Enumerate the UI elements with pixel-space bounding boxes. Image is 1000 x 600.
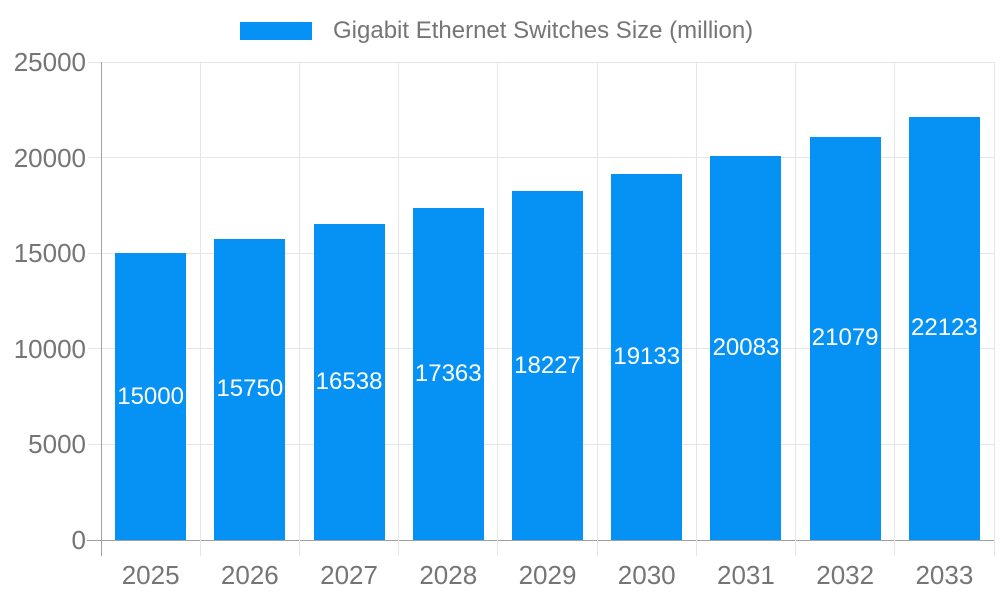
y-axis-line [100,62,102,556]
y-tick-mark [88,252,101,254]
x-tick-label: 2031 [717,560,775,590]
x-gridline [894,62,896,556]
x-gridline [695,62,697,556]
x-gridline [795,62,797,556]
bar-value-label: 21079 [811,324,879,352]
bar: 20083 [710,156,782,540]
bar: 18227 [512,191,583,540]
bar-value-label: 20083 [712,333,780,361]
y-tick-label: 5000 [28,429,86,460]
x-gridline [596,62,598,556]
x-gridline [497,62,499,556]
bar: 15000 [115,253,187,540]
bar-value-label: 15000 [117,382,184,410]
x-gridline [298,62,300,556]
x-gridline [993,62,995,556]
bar: 15750 [214,238,286,540]
bar-value-label: 15750 [216,375,284,403]
y-tick-label: 15000 [13,238,86,269]
bar: 22123 [908,117,980,540]
y-tick-mark [88,443,101,445]
x-tick-label: 2025 [121,560,180,590]
y-tick-label: 20000 [13,142,86,173]
x-gridline [199,62,201,556]
x-tick-label: 2032 [816,560,875,590]
bar-value-label: 17363 [414,360,482,387]
x-tick-label: 2026 [220,560,279,590]
legend-label: Gigabit Ethernet Switches Size (million) [333,17,754,44]
x-tick-label: 2029 [518,560,577,590]
x-tick-label: 2033 [915,560,974,590]
bar: 16538 [313,223,385,540]
bar-value-label: 18227 [514,351,581,379]
y-tick-mark [88,157,101,159]
x-tick-label: 2030 [617,560,676,590]
y-gridline [101,157,994,159]
legend-color-swatch [240,22,312,40]
x-tick-label: 2027 [320,560,378,590]
x-axis-line [87,539,994,541]
bar-value-label: 16538 [315,367,383,395]
bar: 19133 [611,174,683,540]
bar: 21079 [809,136,881,540]
y-tick-label: 0 [71,525,86,555]
x-tick-label: 2028 [419,560,478,590]
bar-value-label: 19133 [613,343,681,371]
y-gridline [101,61,994,63]
y-tick-mark [88,348,101,350]
bar: 17363 [412,208,484,540]
y-tick-label: 10000 [13,333,86,364]
y-tick-label: 25000 [13,47,86,77]
y-tick-mark [88,61,101,63]
x-gridline [398,62,400,556]
bar-value-label: 22123 [911,314,978,342]
